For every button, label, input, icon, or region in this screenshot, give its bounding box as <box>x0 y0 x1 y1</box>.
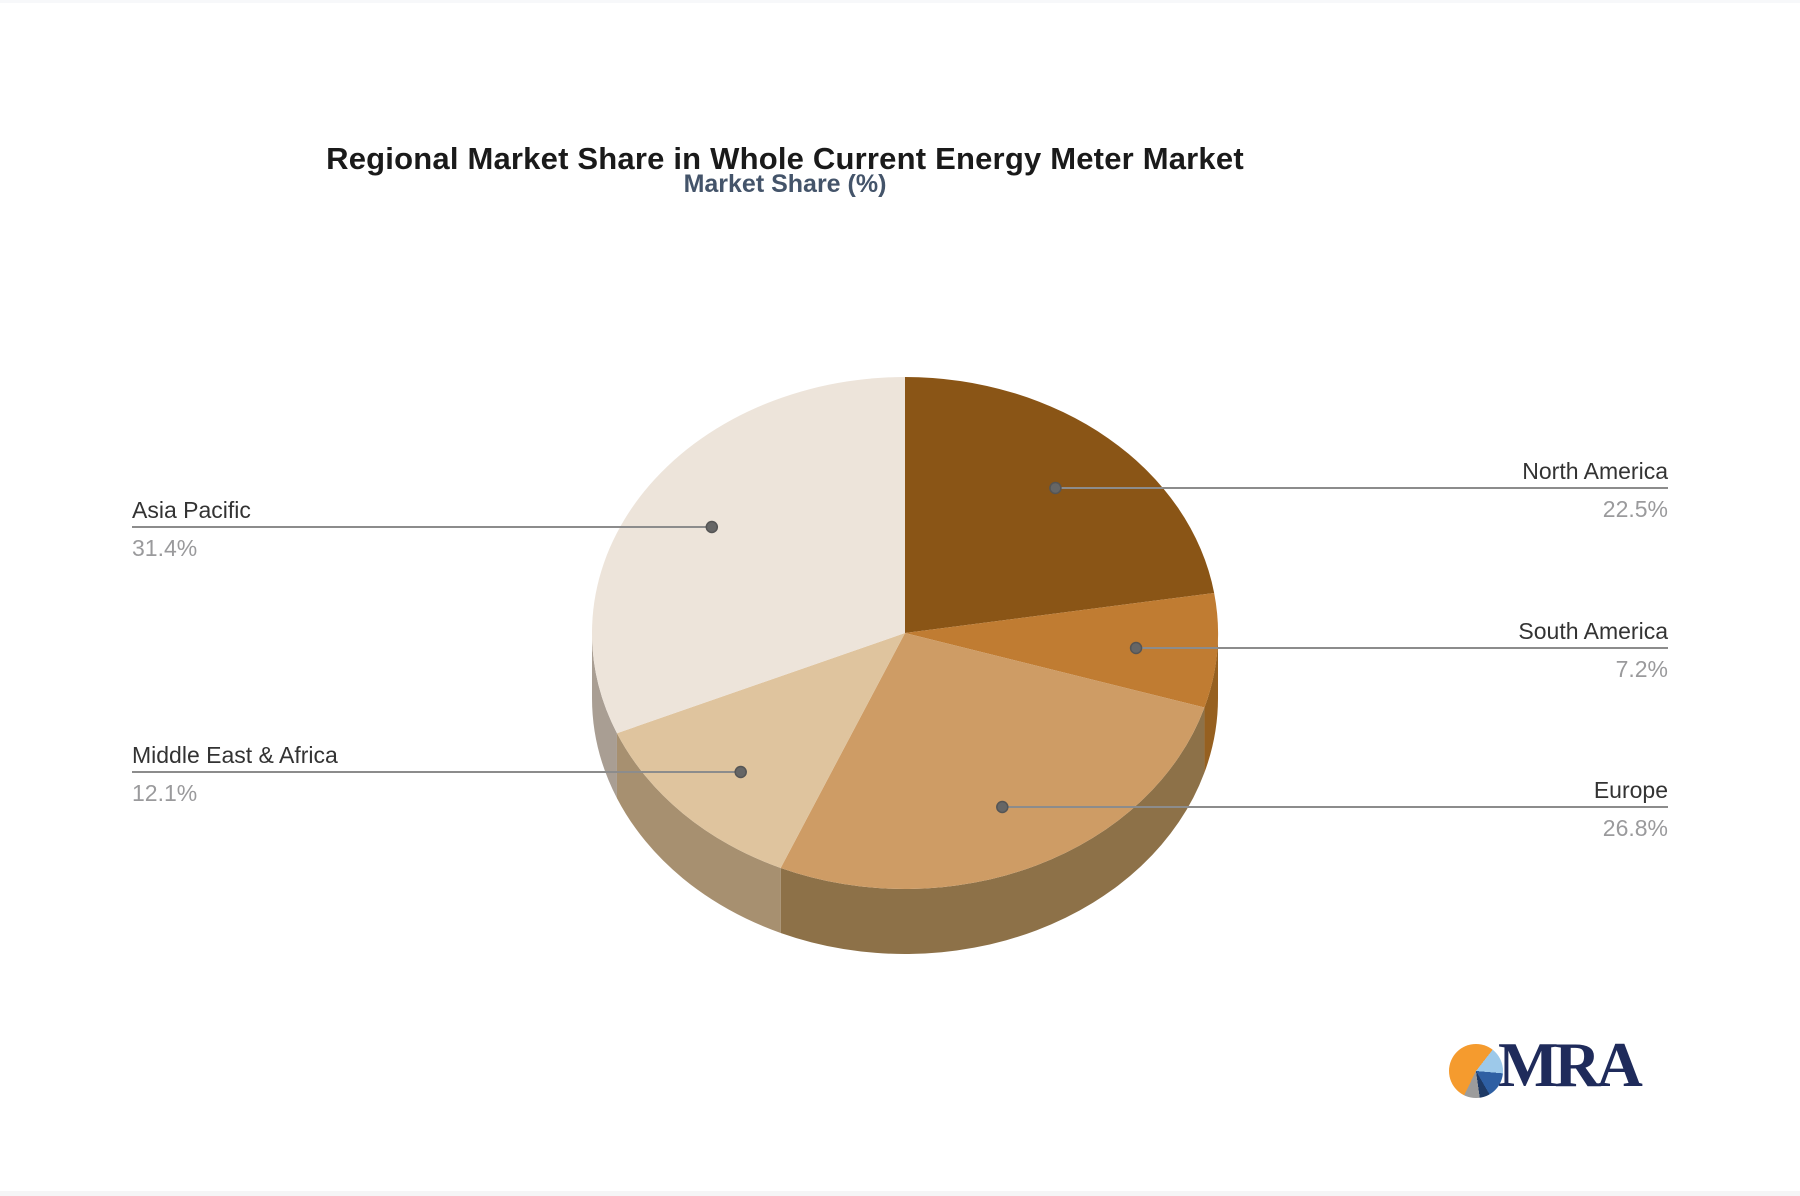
slice-label-value: 26.8% <box>1602 815 1668 841</box>
slice-label-name: North America <box>1522 458 1668 484</box>
leader-dot-north-america <box>1049 481 1062 495</box>
pie-slice-middle-east-africa[interactable] <box>616 633 905 868</box>
slice-label-south-america: South America 7.2% <box>1248 617 1668 683</box>
slice-label-name: South America <box>1518 618 1668 644</box>
slice-label-north-america: North America 22.5% <box>1248 457 1668 523</box>
pie-slice-side-europe <box>780 707 1205 954</box>
slice-label-asia-pacific: Asia Pacific 31.4% <box>132 496 552 562</box>
bottom-edge-strip <box>0 1191 1800 1196</box>
slice-label-value: 7.2% <box>1615 656 1668 682</box>
pie-slice-north-america[interactable] <box>905 377 1215 633</box>
mra-logo-pie-icon <box>1449 1044 1503 1098</box>
pie-slice-asia-pacific[interactable] <box>591 377 905 734</box>
pie-slice-south-america[interactable] <box>905 592 1218 708</box>
pie-slice-side-middle-east-africa <box>616 733 781 933</box>
slice-label-europe: Europe 26.8% <box>1248 776 1668 842</box>
slice-label-value: 12.1% <box>132 780 198 806</box>
mra-logo: MRA <box>1449 1033 1689 1100</box>
pie-slice-europe[interactable] <box>780 633 1205 889</box>
slice-label-name: Asia Pacific <box>132 497 251 523</box>
chart-title: Regional Market Share in Whole Current E… <box>326 140 1244 176</box>
leader-dot-south-america <box>1129 641 1143 655</box>
slice-label-middle-east-africa: Middle East & Africa 12.1% <box>132 741 552 807</box>
pie-slice-side-south-america <box>1204 633 1218 773</box>
slice-label-value: 31.4% <box>132 535 198 561</box>
chart-subtitle: Market Share (%) <box>683 170 887 198</box>
slice-label-name: Europe <box>1593 777 1668 803</box>
slice-label-name: Middle East & Africa <box>132 742 338 768</box>
top-edge-strip <box>0 0 1800 3</box>
pie-slice-side-asia-pacific <box>592 633 617 799</box>
slice-label-value: 22.5% <box>1602 496 1668 522</box>
leader-dot-middle-east-africa <box>734 765 747 779</box>
leader-dot-asia-pacific <box>705 520 719 534</box>
leader-dot-europe <box>996 800 1009 814</box>
mra-logo-text: MRA <box>1498 1029 1643 1100</box>
